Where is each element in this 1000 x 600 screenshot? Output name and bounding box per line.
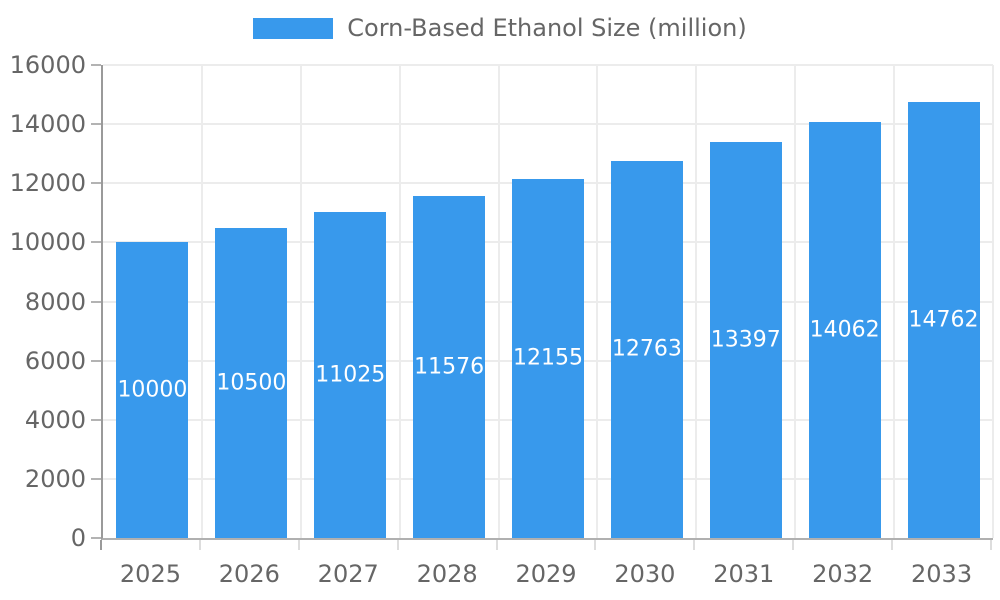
y-axis-tick	[91, 241, 101, 244]
y-axis-tick	[91, 64, 101, 66]
y-axis-label: 12000	[9, 169, 86, 198]
bar-2033[interactable]: 14762	[907, 101, 980, 538]
x-axis-tick	[990, 540, 992, 550]
bar-value-label: 14062	[809, 317, 880, 343]
y-axis-label: 16000	[9, 51, 86, 79]
bar-2031[interactable]: 13397	[709, 141, 782, 538]
y-axis-tick	[91, 359, 101, 362]
bar-2029[interactable]: 12155	[512, 178, 584, 538]
y-axis-label: 10000	[9, 228, 86, 257]
v-gridline	[299, 65, 302, 538]
bar-2027[interactable]: 11025	[314, 212, 387, 538]
y-axis-label: 0	[70, 524, 86, 552]
bar-value-label: 12155	[513, 345, 583, 371]
plot-area: 10000 10500 11025 11576 12155 12763 13397 14062…	[101, 64, 994, 540]
bar-2026[interactable]: 10500	[215, 227, 288, 538]
legend-swatch	[253, 17, 334, 39]
v-gridline	[398, 65, 401, 538]
bar-2028[interactable]: 11576	[413, 195, 486, 538]
x-axis-label: 2031	[713, 560, 775, 588]
y-axis-tick	[91, 477, 101, 480]
x-axis-label: 2032	[812, 560, 874, 588]
bar-value-label: 11576	[414, 354, 485, 380]
bar-value-label: 10000	[117, 377, 188, 403]
y-axis-tick	[91, 537, 101, 539]
x-axis-tick	[891, 540, 894, 550]
x-axis-tick	[495, 540, 498, 550]
bar-value-label: 12763	[611, 336, 682, 362]
y-axis-tick	[91, 123, 101, 126]
legend-item[interactable]: Corn-Based Ethanol Size (million)	[0, 14, 1000, 42]
v-gridline	[695, 65, 698, 538]
y-axis-label: 2000	[24, 464, 86, 493]
x-axis-tick	[100, 540, 102, 550]
bar-value-label: 11025	[315, 362, 386, 388]
h-gridline	[103, 123, 993, 126]
x-axis-label: 2026	[218, 560, 280, 588]
h-gridline	[103, 64, 993, 66]
y-axis-tick	[91, 300, 101, 303]
x-axis-tick	[198, 540, 201, 550]
bar-2030[interactable]: 12763	[610, 160, 683, 538]
x-axis-tick	[693, 540, 696, 550]
x-axis-tick	[792, 540, 795, 550]
x-axis-label: 2033	[911, 560, 973, 588]
x-axis-label: 2029	[515, 560, 577, 588]
v-gridline	[992, 65, 994, 538]
legend-label: Corn-Based Ethanol Size (million)	[347, 14, 747, 42]
x-axis-tick	[594, 540, 597, 550]
bar-value-label: 14762	[908, 307, 979, 333]
bar-2025[interactable]: 10000	[116, 242, 189, 538]
y-axis-label: 14000	[9, 110, 86, 139]
v-gridline	[893, 65, 896, 538]
v-gridline	[794, 65, 797, 538]
y-axis-label: 8000	[24, 287, 86, 316]
x-axis-label: 2028	[416, 560, 478, 588]
v-gridline	[497, 65, 500, 538]
x-axis-tick	[396, 540, 399, 550]
y-axis-tick	[91, 182, 101, 185]
bar-value-label: 13397	[710, 327, 781, 353]
y-axis-tick	[91, 418, 101, 421]
v-gridline	[200, 65, 203, 538]
v-gridline	[596, 65, 599, 538]
bar-2032[interactable]: 14062	[808, 122, 881, 538]
y-axis-label: 6000	[24, 346, 86, 375]
y-axis-label: 4000	[24, 405, 86, 434]
bar-value-label: 10500	[216, 370, 287, 396]
x-axis-label: 2027	[317, 560, 379, 588]
x-axis-label: 2030	[614, 560, 676, 588]
x-axis-tick	[297, 540, 300, 550]
x-axis-label: 2025	[119, 560, 181, 588]
